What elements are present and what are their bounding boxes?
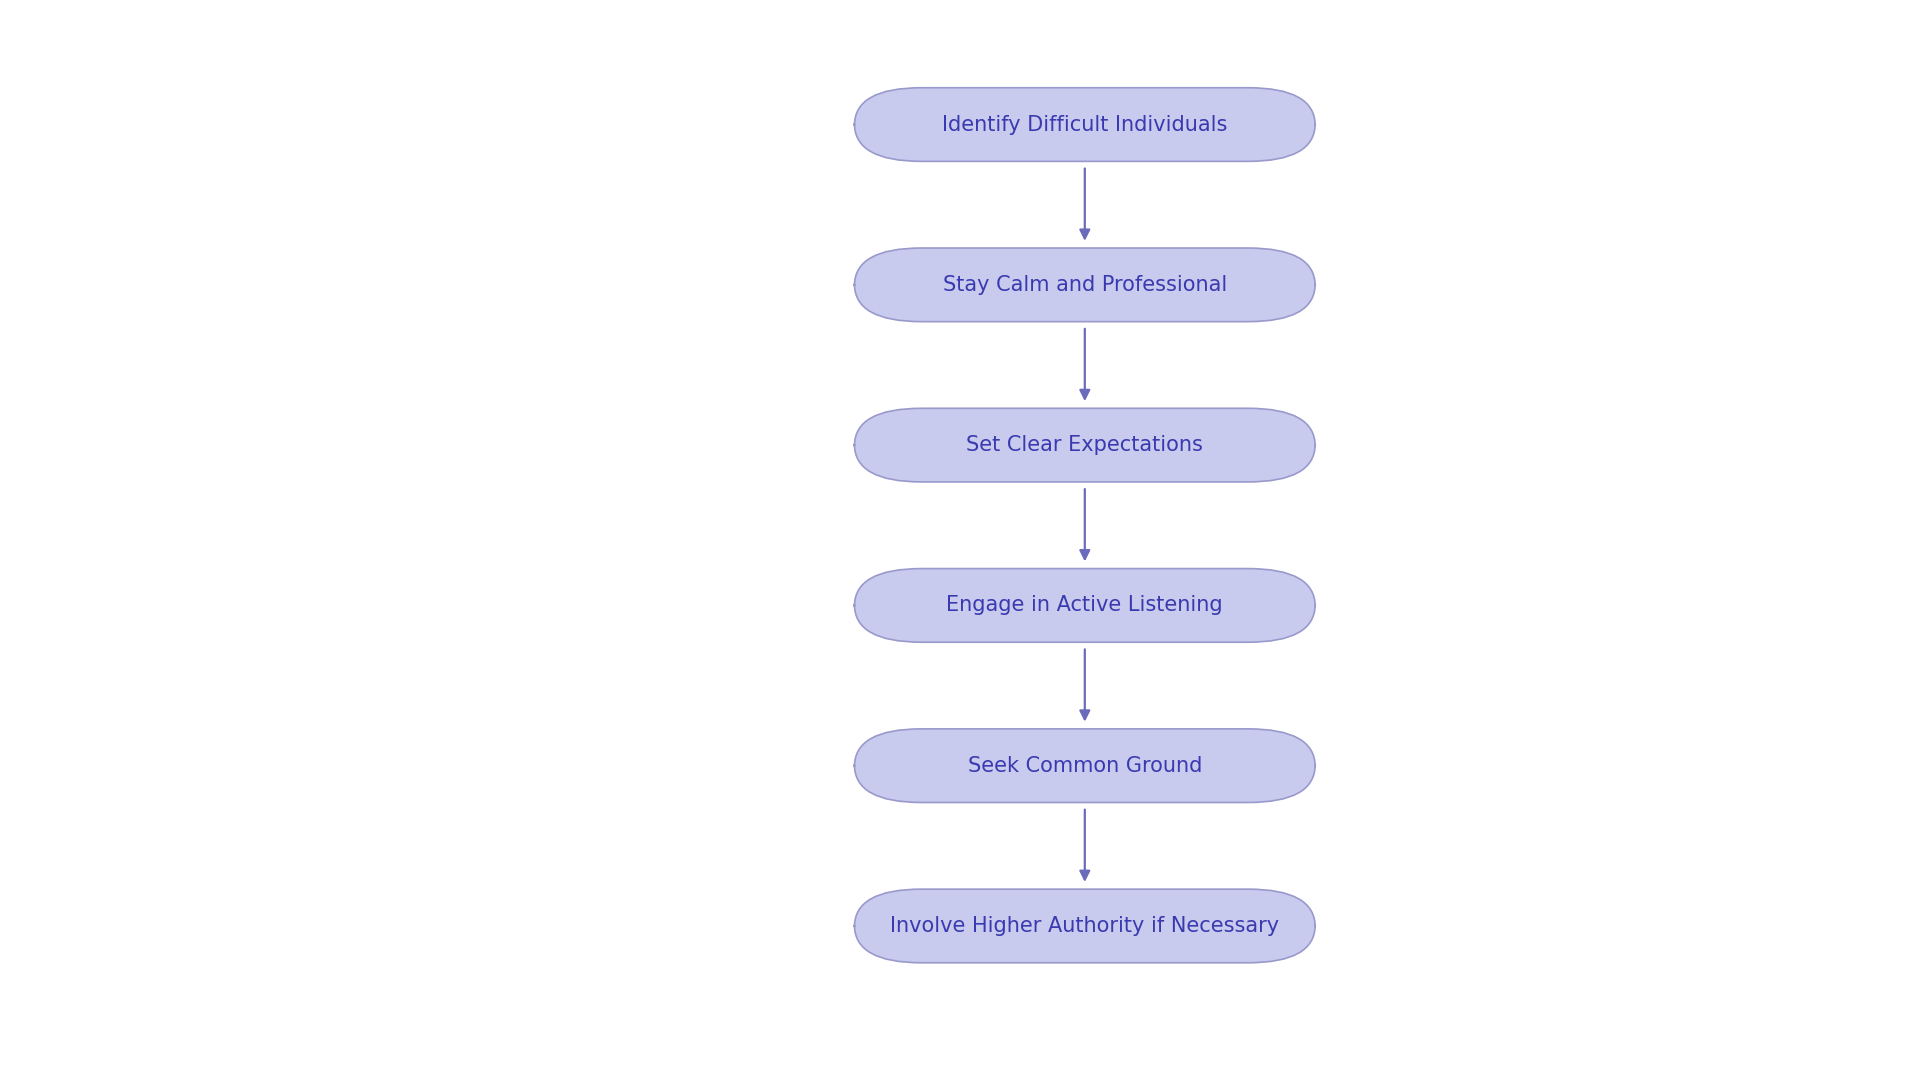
FancyBboxPatch shape — [854, 408, 1315, 482]
Text: Set Clear Expectations: Set Clear Expectations — [966, 435, 1204, 455]
FancyBboxPatch shape — [854, 248, 1315, 322]
Text: Involve Higher Authority if Necessary: Involve Higher Authority if Necessary — [891, 916, 1279, 936]
FancyBboxPatch shape — [854, 88, 1315, 161]
FancyBboxPatch shape — [854, 729, 1315, 803]
Text: Seek Common Ground: Seek Common Ground — [968, 756, 1202, 775]
Text: Engage in Active Listening: Engage in Active Listening — [947, 596, 1223, 615]
Text: Identify Difficult Individuals: Identify Difficult Individuals — [943, 115, 1227, 134]
FancyBboxPatch shape — [854, 569, 1315, 642]
Text: Stay Calm and Professional: Stay Calm and Professional — [943, 275, 1227, 295]
FancyBboxPatch shape — [854, 889, 1315, 963]
